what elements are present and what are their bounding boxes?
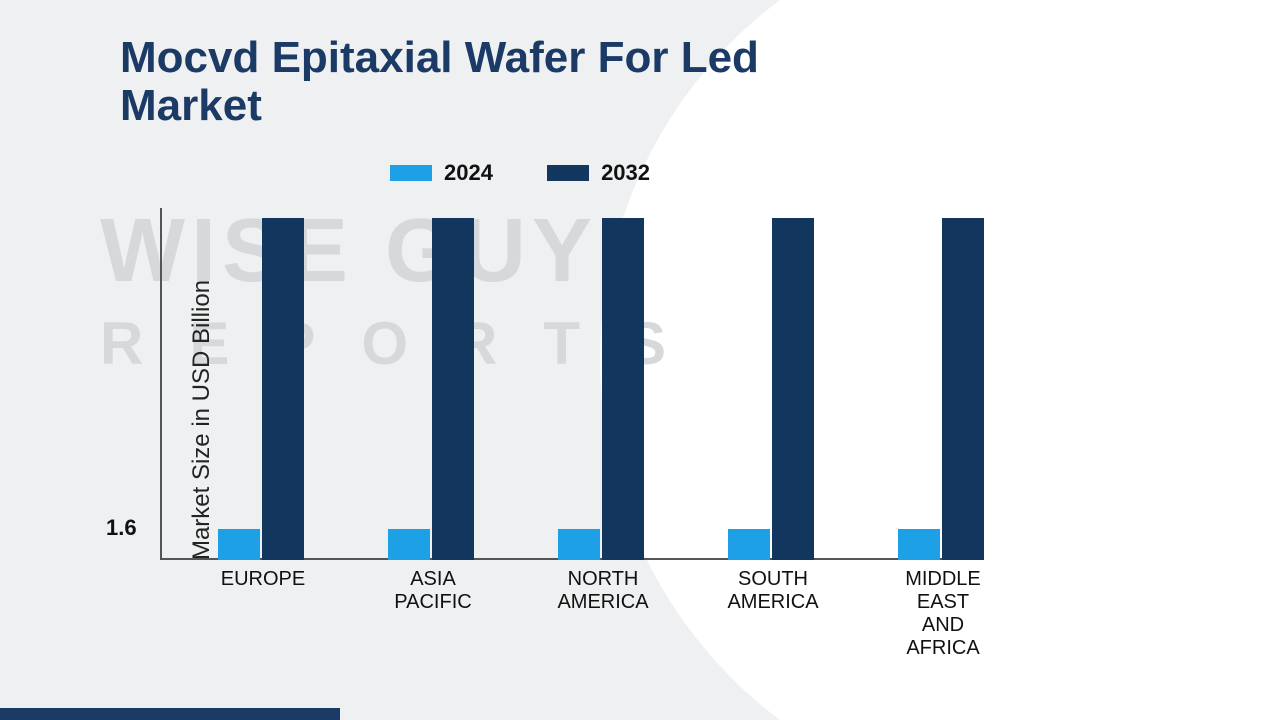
bar-2024: [218, 529, 260, 560]
head-icon: [1192, 26, 1256, 90]
bar-2024: [558, 529, 600, 560]
stage: WISEGUY REPORTS WISE GUY REPORTS Mocvd E…: [0, 0, 1280, 720]
bar-2024: [898, 529, 940, 560]
legend-item-2024: 2024: [390, 160, 493, 186]
category-labels: EUROPE ASIA PACIFIC NORTH AMERICA SOUTH AME…: [160, 564, 970, 680]
category-label: ASIA PACIFIC: [358, 568, 508, 614]
plot-area: 1.6: [160, 208, 970, 560]
brand-logo: WISEGUY REPORTS: [1075, 28, 1250, 84]
bar-2032: [602, 218, 644, 560]
bar-2032: [942, 218, 984, 560]
bottom-accent: [0, 708, 340, 720]
y-tick: 1.6: [106, 515, 137, 541]
bar-2032: [262, 218, 304, 560]
category-label: SOUTH AMERICA: [698, 568, 848, 614]
chart: Market Size in USD Billion 2024 2032 1.6…: [70, 160, 970, 680]
bar-2024: [388, 529, 430, 560]
legend-swatch-2032: [547, 165, 589, 181]
y-axis: [160, 208, 162, 560]
legend-label-2032: 2032: [601, 160, 650, 186]
bar-2032: [772, 218, 814, 560]
legend-item-2032: 2032: [547, 160, 650, 186]
category-label: EUROPE: [188, 568, 338, 591]
category-label: MIDDLE EAST AND AFRICA: [868, 568, 1018, 660]
bar-2024: [728, 529, 770, 560]
legend-label-2024: 2024: [444, 160, 493, 186]
bar-2032: [432, 218, 474, 560]
chart-title: Mocvd Epitaxial Wafer For Led Market: [120, 34, 840, 131]
legend: 2024 2032: [70, 160, 970, 187]
legend-swatch-2024: [390, 165, 432, 181]
category-label: NORTH AMERICA: [528, 568, 678, 614]
